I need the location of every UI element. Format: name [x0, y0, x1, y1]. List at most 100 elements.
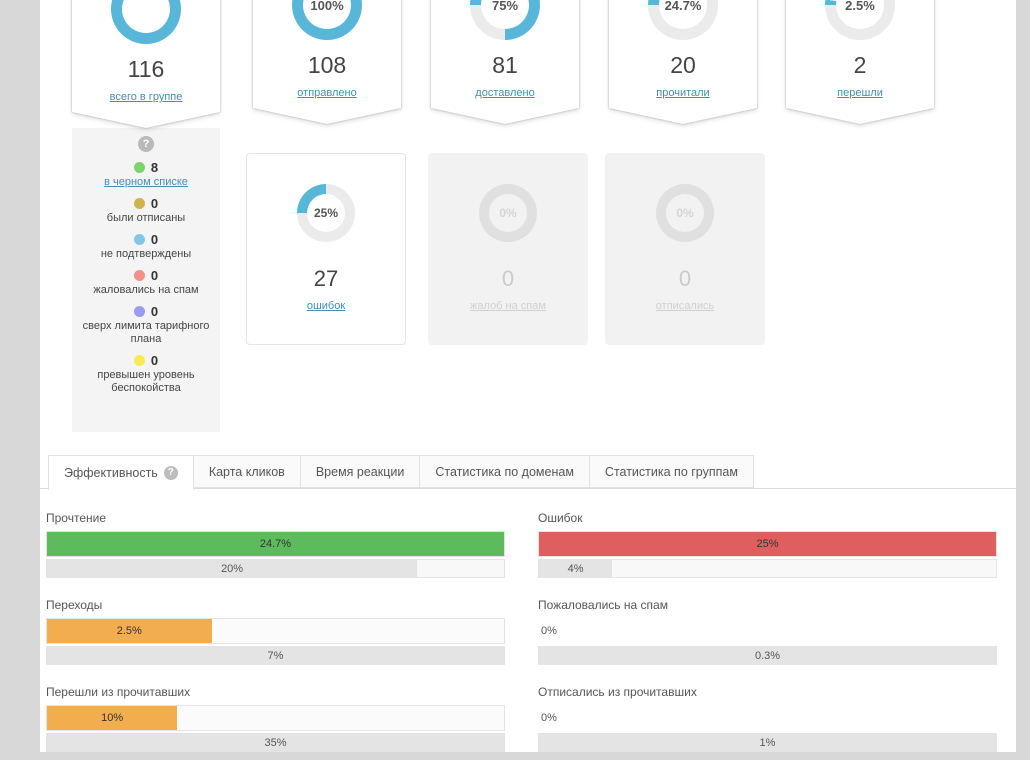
read-count: 20 — [670, 52, 696, 78]
blue-dot-icon — [133, 234, 145, 245]
value-text: 10% — [101, 712, 124, 724]
tab-label: Статистика по группам — [604, 464, 738, 479]
metric-unsubscribe-from-read: Отписались из прочитавших 0% 1% — [538, 685, 997, 752]
value-text: 24.7% — [259, 538, 292, 550]
value-bar: 24.7% — [46, 531, 505, 557]
average-bar: 1% — [538, 733, 997, 752]
donut-percent: 100% — [310, 0, 344, 13]
stats-tabbar: Эффективность ? Карта кликов Время реакц… — [40, 455, 1016, 490]
metric-label: Переходы — [46, 598, 103, 612]
stat-card-total: 116 всего в группе — [72, 0, 220, 128]
sent-link[interactable]: отправлено — [297, 87, 357, 99]
donut-percent: 0% — [499, 206, 517, 220]
legend-item-blacklist: 8 в черном списке — [72, 160, 220, 189]
badge-shape: 116 всего в группе — [72, 0, 220, 128]
unsubscribed-donut-chart: 0% — [656, 184, 714, 242]
value-text: 2.5% — [116, 625, 142, 637]
read-donut-chart: 24.7% — [648, 0, 718, 40]
average-bar: 7% — [46, 646, 505, 665]
unsubscribed-label: отписались — [655, 300, 715, 312]
donut-percent: 24.7% — [664, 0, 702, 13]
average-text: 4% — [567, 562, 584, 575]
tab-reaction-time[interactable]: Время реакции — [299, 455, 421, 488]
spam-count: 0 — [501, 266, 515, 291]
label: превышен уровень беспокойства — [97, 369, 195, 394]
metric-spam-complaint-rate: Пожаловались на спам 0% 0.3% — [538, 598, 997, 665]
blacklist-link[interactable]: в черном списке — [104, 176, 188, 188]
average-text: 1% — [759, 736, 776, 749]
label: жаловались на спам — [93, 284, 199, 296]
spam-donut-chart: 0% — [479, 184, 537, 242]
legend-item-unconfirmed: 0 не подтверждены — [72, 232, 220, 261]
donut-percent: 25% — [313, 206, 339, 220]
tab-click-map[interactable]: Карта кликов — [192, 455, 301, 488]
label: были отписаны — [106, 212, 186, 224]
clicked-link[interactable]: перешли — [837, 87, 883, 99]
value-text: 25% — [756, 538, 779, 550]
delivered-link[interactable]: доставлено — [475, 87, 535, 99]
tab-label: Карта кликов — [208, 464, 285, 479]
metric-label: Ошибок — [538, 511, 583, 525]
tab-label: Время реакции — [315, 464, 405, 479]
badge-shape: 2.5% 2 перешли — [786, 0, 934, 124]
badge-shape: 24.7% 20 прочитали — [609, 0, 757, 124]
stat-card-read: 24.7% 20 прочитали — [609, 0, 757, 124]
delivered-donut-chart: 75% — [470, 0, 540, 40]
sent-count: 108 — [307, 52, 347, 78]
tab-group-stats[interactable]: Статистика по группам — [588, 455, 754, 488]
donut-percent: 75% — [491, 0, 519, 13]
red-dot-icon — [133, 270, 145, 281]
total-donut-chart — [111, 0, 181, 44]
value-bar: 2.5% — [46, 618, 505, 644]
value-bar: 25% — [538, 531, 997, 557]
stat-card-spam-complaints: 0% 0 жалоб на спам — [428, 153, 588, 345]
green-dot-icon — [133, 162, 145, 173]
stat-card-unsubscribed: 0% 0 отписались — [605, 153, 765, 345]
blacklist-count: 8 — [150, 160, 159, 175]
metric-error-rate: Ошибок 25% 4% — [538, 511, 997, 578]
legend-item-over-limit: 0 сверх лимита тарифного плана — [72, 304, 220, 346]
value-text: 0% — [541, 712, 557, 724]
average-text: 20% — [221, 562, 244, 575]
tab-domain-stats[interactable]: Статистика по доменам — [419, 455, 590, 488]
exclusions-panel: ? 8 в черном списке 0 были отписаны 0 не… — [72, 128, 220, 432]
label: не подтверждены — [100, 248, 192, 260]
donut-percent — [111, 0, 181, 44]
errors-link[interactable]: ошибок — [306, 300, 346, 312]
errors-donut-chart: 25% — [297, 184, 355, 242]
metric-label: Прочтение — [46, 511, 106, 525]
metric-label: Пожаловались на спам — [538, 598, 668, 612]
label: сверх лимита тарифного плана — [82, 320, 210, 345]
metrics-column-left: Прочтение 24.7% 20% Переходы 2.5% — [46, 511, 505, 760]
stat-card-sent: 100% 108 отправлено — [253, 0, 401, 124]
badge-shape: 75% 81 доставлено — [431, 0, 579, 124]
tab-effectiveness[interactable]: Эффективность ? — [48, 455, 194, 490]
donut-percent: 0% — [676, 206, 694, 220]
legend-item-anxiety-level: 0 превышен уровень беспокойства — [72, 353, 220, 395]
count: 0 — [150, 353, 159, 368]
metric-click-rate: Переходы 2.5% 7% — [46, 598, 505, 665]
average-text: 0.3% — [754, 649, 781, 662]
purple-dot-icon — [133, 306, 145, 317]
metric-read-rate: Прочтение 24.7% 20% — [46, 511, 505, 578]
spam-label: жалоб на спам — [470, 300, 546, 312]
help-icon[interactable]: ? — [138, 136, 154, 152]
count: 0 — [150, 232, 159, 247]
value-text: 0% — [541, 625, 557, 637]
metric-label: Перешли из прочитавших — [46, 685, 191, 699]
total-in-group-link[interactable]: всего в группе — [109, 91, 183, 103]
read-link[interactable]: прочитали — [656, 87, 710, 99]
value-bar: 0% — [538, 705, 997, 731]
yellow-dot-icon — [133, 355, 145, 366]
metrics-column-right: Ошибок 25% 4% Пожаловались на спам 0% — [538, 511, 997, 760]
average-bar: 20% — [46, 559, 505, 578]
badge-shape: 100% 108 отправлено — [253, 0, 401, 124]
help-icon[interactable]: ? — [163, 465, 178, 480]
stat-card-errors: 25% 27 ошибок — [246, 153, 406, 345]
clicked-donut-chart: 2.5% — [825, 0, 895, 40]
errors-count: 27 — [313, 266, 339, 291]
average-text: 35% — [264, 736, 287, 749]
average-text: 7% — [267, 649, 284, 662]
clicked-count: 2 — [853, 52, 867, 78]
